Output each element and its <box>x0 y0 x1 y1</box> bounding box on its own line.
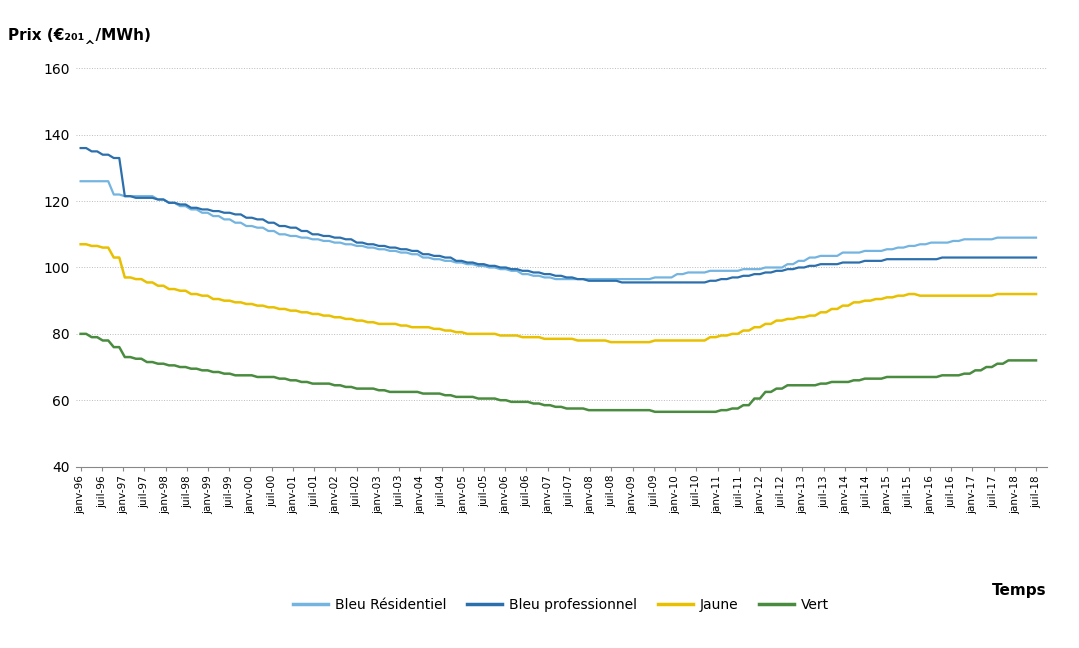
Bleu professionnel <box>85 148 98 156</box>
Bleu professionnel <box>588 277 601 284</box>
Vert <box>709 408 722 416</box>
Vert <box>113 343 126 351</box>
Bleu Résidentiel <box>549 275 562 283</box>
Vert <box>648 408 661 416</box>
Text: Temps: Temps <box>992 583 1047 597</box>
Bleu Résidentiel <box>1029 234 1042 242</box>
Vert <box>787 382 800 389</box>
Bleu Résidentiel <box>787 260 800 268</box>
Vert <box>1029 356 1042 364</box>
Jaune <box>1029 290 1042 298</box>
Bleu Résidentiel <box>85 178 98 185</box>
Vert <box>85 333 98 341</box>
Bleu professionnel <box>113 154 126 162</box>
Jaune <box>113 253 126 261</box>
Bleu professionnel <box>174 201 187 209</box>
Bleu professionnel <box>615 279 628 286</box>
Bleu Résidentiel <box>113 191 126 198</box>
Jaune <box>604 338 617 346</box>
Jaune <box>85 242 98 250</box>
Jaune <box>709 333 722 341</box>
Line: Bleu Résidentiel: Bleu Résidentiel <box>81 181 1036 279</box>
Vert <box>174 363 187 371</box>
Line: Jaune: Jaune <box>81 244 1036 342</box>
Bleu Résidentiel <box>709 267 722 275</box>
Jaune <box>74 240 87 248</box>
Bleu professionnel <box>709 277 722 284</box>
Legend: Bleu Résidentiel, Bleu professionnel, Jaune, Vert: Bleu Résidentiel, Bleu professionnel, Ja… <box>288 592 834 617</box>
Bleu Résidentiel <box>174 202 187 210</box>
Bleu professionnel <box>787 265 800 273</box>
Jaune <box>787 315 800 323</box>
Bleu Résidentiel <box>593 275 606 283</box>
Line: Bleu professionnel: Bleu professionnel <box>81 148 1036 283</box>
Text: Prix (€₂₀₁‸/MWh): Prix (€₂₀₁‸/MWh) <box>8 28 150 43</box>
Vert <box>74 330 87 338</box>
Jaune <box>174 287 187 295</box>
Bleu Résidentiel <box>74 178 87 185</box>
Bleu professionnel <box>74 144 87 152</box>
Line: Vert: Vert <box>81 334 1036 412</box>
Jaune <box>588 336 601 344</box>
Vert <box>588 406 601 414</box>
Bleu professionnel <box>1029 253 1042 261</box>
